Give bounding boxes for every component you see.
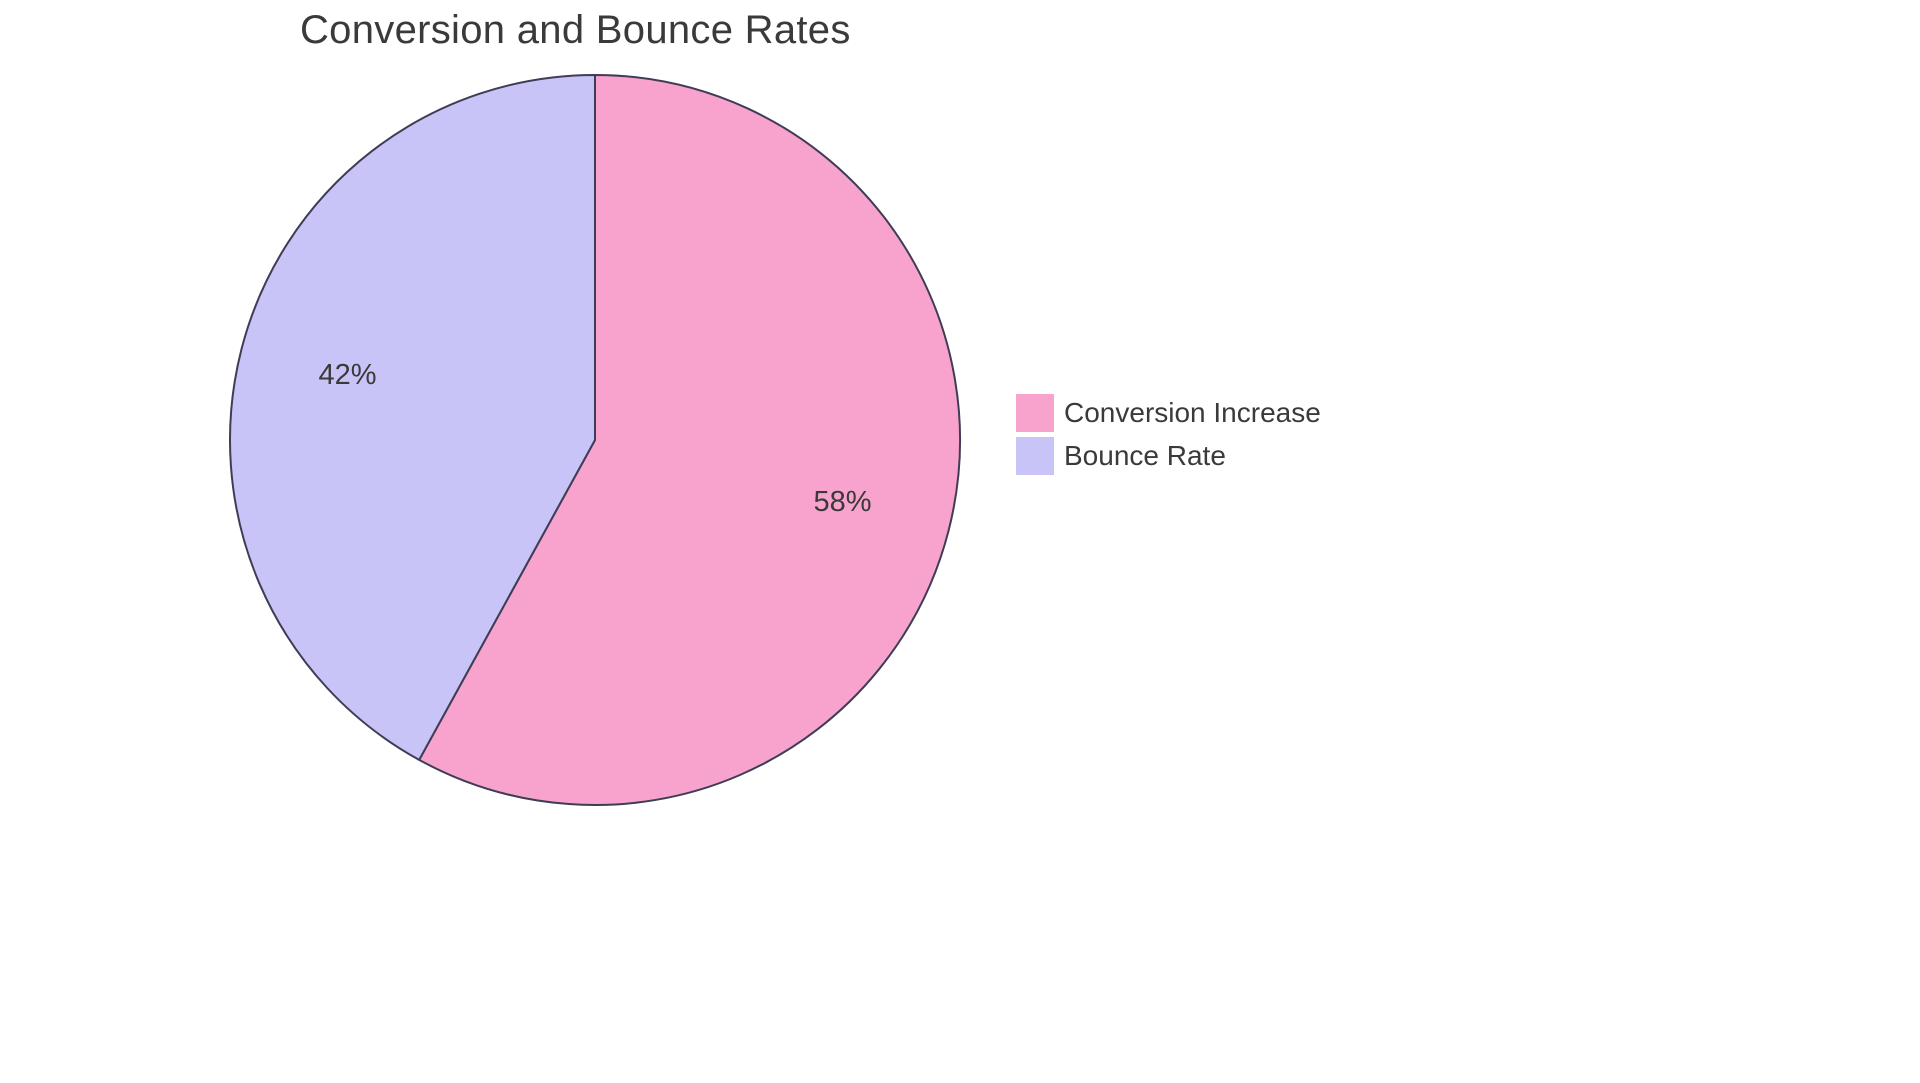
legend-swatch-conversion-increase	[1016, 394, 1054, 432]
chart-title: Conversion and Bounce Rates	[300, 8, 851, 52]
slice-value-label: 42%	[318, 359, 376, 391]
slice-value-label: 58%	[813, 486, 871, 518]
legend-item-bounce-rate: Bounce Rate	[1016, 437, 1321, 475]
chart-legend: Conversion Increase Bounce Rate	[1016, 394, 1321, 475]
pie-slice-bounce-rate	[229, 74, 596, 761]
legend-label-conversion-increase: Conversion Increase	[1064, 397, 1321, 428]
legend-label-bounce-rate: Bounce Rate	[1064, 440, 1226, 471]
legend-swatch-bounce-rate	[1016, 437, 1054, 475]
legend-item-conversion-increase: Conversion Increase	[1016, 394, 1321, 432]
pie-chart: 58% 42%	[229, 74, 961, 806]
pie-slice-conversion-increase	[418, 74, 961, 806]
